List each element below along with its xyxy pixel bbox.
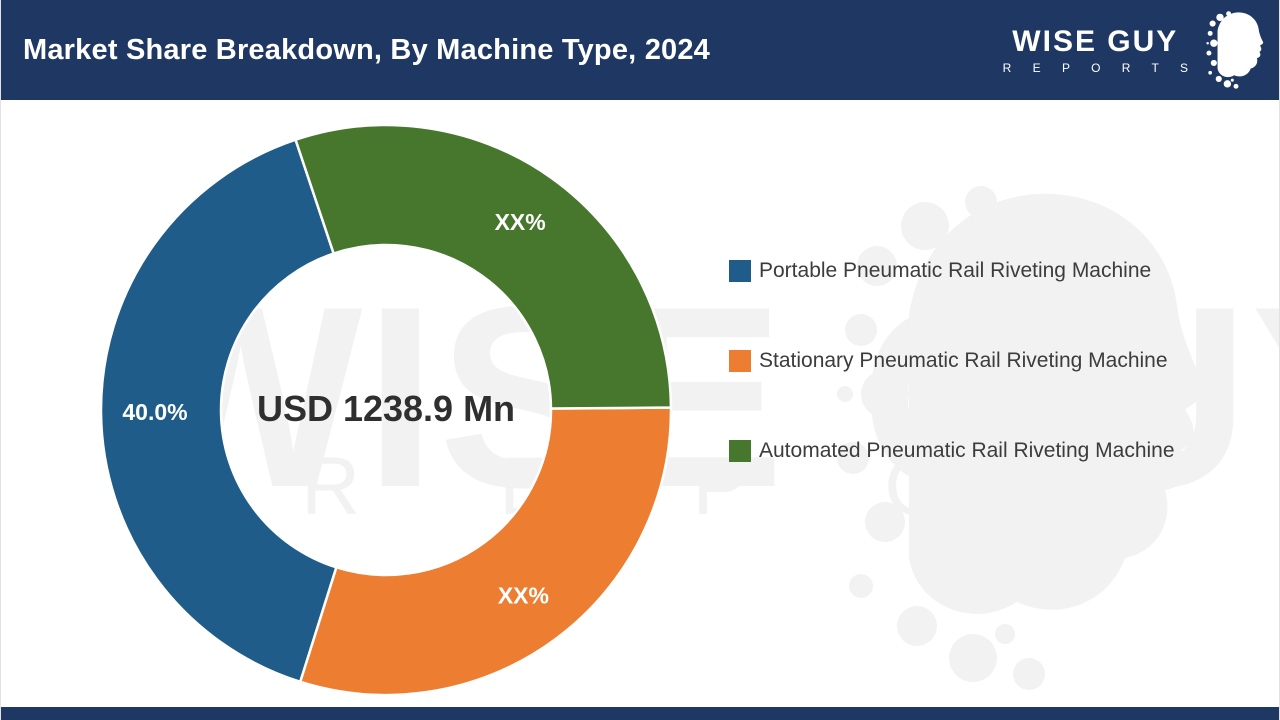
segment-value-label-2: XX% — [495, 209, 546, 235]
page-title: Market Share Breakdown, By Machine Type,… — [23, 33, 711, 66]
legend-label-stationary: Stationary Pneumatic Rail Riveting Machi… — [759, 349, 1168, 372]
donut-segment-1[interactable] — [298, 406, 673, 697]
chart-center-value: USD 1238.9 Mn — [256, 388, 516, 429]
legend-item-stationary[interactable]: Stationary Pneumatic Rail Riveting Machi… — [729, 349, 1175, 373]
header-bar: Market Share Breakdown, By Machine Type,… — [1, 0, 1279, 100]
legend-item-portable[interactable]: Portable Pneumatic Rail Riveting Machine — [729, 259, 1175, 283]
donut-segment-0[interactable] — [99, 138, 338, 684]
segment-value-label-0: 40.0% — [122, 399, 187, 425]
donut-chart[interactable]: 40.0% XX% XX% — [66, 90, 706, 720]
legend-label-portable: Portable Pneumatic Rail Riveting Machine — [759, 259, 1152, 282]
footer-bar — [1, 707, 1279, 720]
legend-swatch-automated — [729, 440, 751, 462]
logo-wordmark-line2: R E P O R T S — [1002, 60, 1197, 75]
legend-swatch-stationary — [729, 350, 751, 372]
logo-wordmark: WISE GUY R E P O R T S — [994, 24, 1197, 75]
legend-label-automated: Automated Pneumatic Rail Riveting Machin… — [759, 439, 1175, 462]
legend-item-automated[interactable]: Automated Pneumatic Rail Riveting Machin… — [729, 439, 1175, 463]
chart-legend: Portable Pneumatic Rail Riveting Machine… — [729, 259, 1175, 529]
segment-value-label-1: XX% — [498, 583, 549, 609]
logo-face-icon — [1205, 10, 1267, 90]
wise-guy-reports-logo: WISE GUY R E P O R T S — [994, 10, 1267, 90]
donut-segment-2[interactable] — [293, 123, 673, 410]
legend-swatch-portable — [729, 260, 751, 282]
logo-wordmark-line1: WISE GUY — [1012, 24, 1179, 58]
